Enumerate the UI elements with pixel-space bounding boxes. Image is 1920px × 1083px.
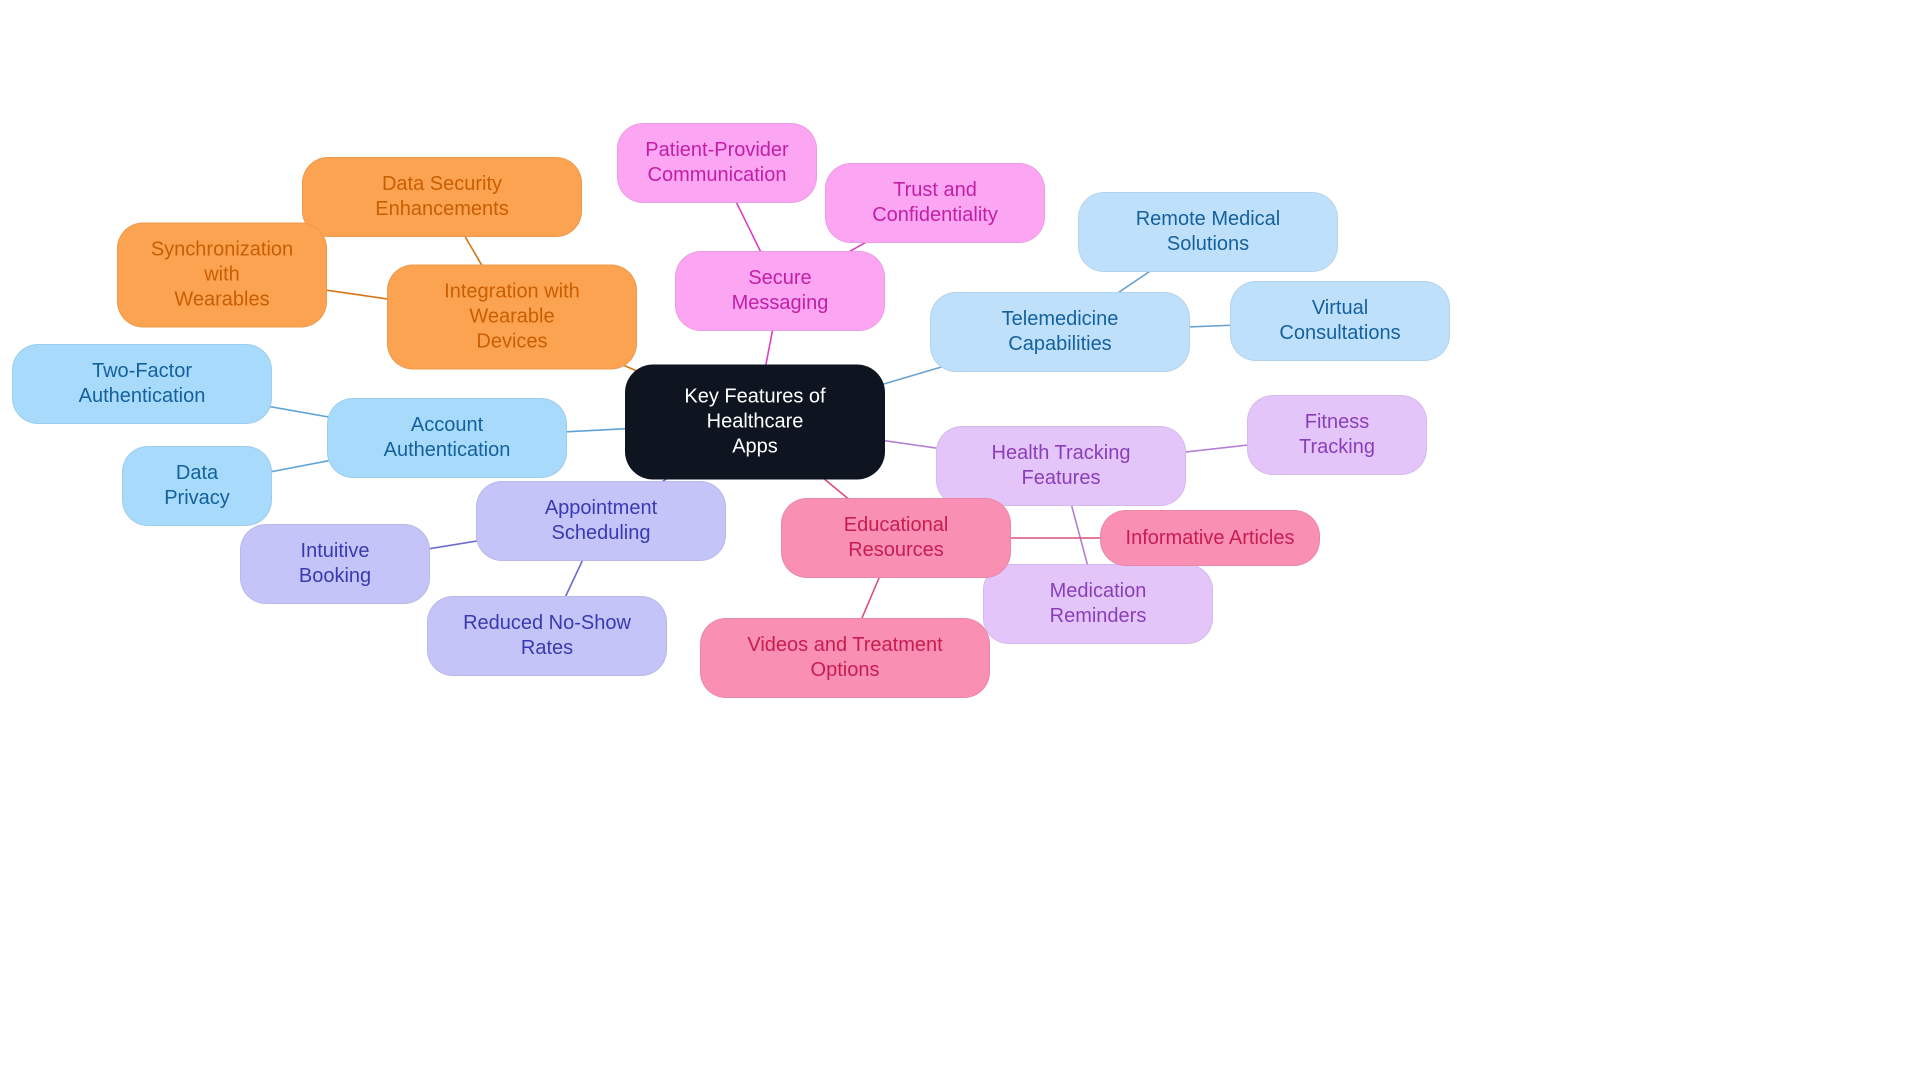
node-videos: Videos and Treatment Options: [700, 618, 990, 698]
node-label: Informative Articles: [1126, 526, 1295, 551]
node-securemsg: Secure Messaging: [675, 251, 885, 331]
node-remote: Remote Medical Solutions: [1078, 192, 1338, 272]
node-integration: Integration with Wearable Devices: [387, 265, 637, 370]
node-label: Videos and Treatment Options: [725, 633, 965, 683]
node-label: Educational Resources: [806, 513, 986, 563]
node-label: Fitness Tracking: [1272, 410, 1402, 460]
node-label: Data Security Enhancements: [327, 172, 557, 222]
node-label: Data Privacy: [147, 461, 247, 511]
node-noshow: Reduced No-Show Rates: [427, 596, 667, 676]
node-label: Medication Reminders: [1008, 579, 1188, 629]
node-label: Reduced No-Show Rates: [452, 611, 642, 661]
node-label: Synchronization with Wearables: [142, 238, 302, 313]
node-label: Secure Messaging: [700, 266, 860, 316]
node-appt: Appointment Scheduling: [476, 481, 726, 561]
node-healthtrack: Health Tracking Features: [936, 426, 1186, 506]
node-booking: Intuitive Booking: [240, 524, 430, 604]
node-twofa: Two-Factor Authentication: [12, 344, 272, 424]
node-label: Appointment Scheduling: [501, 496, 701, 546]
node-telemed: Telemedicine Capabilities: [930, 292, 1190, 372]
node-meds: Medication Reminders: [983, 564, 1213, 644]
node-label: Intuitive Booking: [265, 539, 405, 589]
mindmap-canvas: Key Features of Healthcare Apps Integrati…: [0, 0, 1920, 1083]
node-ppc: Patient-Provider Communication: [617, 123, 817, 203]
node-label: Integration with Wearable Devices: [412, 280, 612, 355]
node-label: Health Tracking Features: [961, 441, 1161, 491]
node-label: Virtual Consultations: [1255, 296, 1425, 346]
node-label: Telemedicine Capabilities: [955, 307, 1165, 357]
node-sync: Synchronization with Wearables: [117, 223, 327, 328]
node-center: Key Features of Healthcare Apps: [625, 365, 885, 480]
node-trust: Trust and Confidentiality: [825, 163, 1045, 243]
node-label: Remote Medical Solutions: [1103, 207, 1313, 257]
node-virtual: Virtual Consultations: [1230, 281, 1450, 361]
node-auth: Account Authentication: [327, 398, 567, 478]
node-articles: Informative Articles: [1100, 510, 1320, 566]
node-label: Account Authentication: [352, 413, 542, 463]
node-label: Two-Factor Authentication: [37, 359, 247, 409]
node-label: Key Features of Healthcare Apps: [659, 385, 851, 460]
node-label: Patient-Provider Communication: [645, 138, 788, 188]
node-edu: Educational Resources: [781, 498, 1011, 578]
node-label: Trust and Confidentiality: [850, 178, 1020, 228]
node-privacy: Data Privacy: [122, 446, 272, 526]
node-fitness: Fitness Tracking: [1247, 395, 1427, 475]
node-datasec: Data Security Enhancements: [302, 157, 582, 237]
